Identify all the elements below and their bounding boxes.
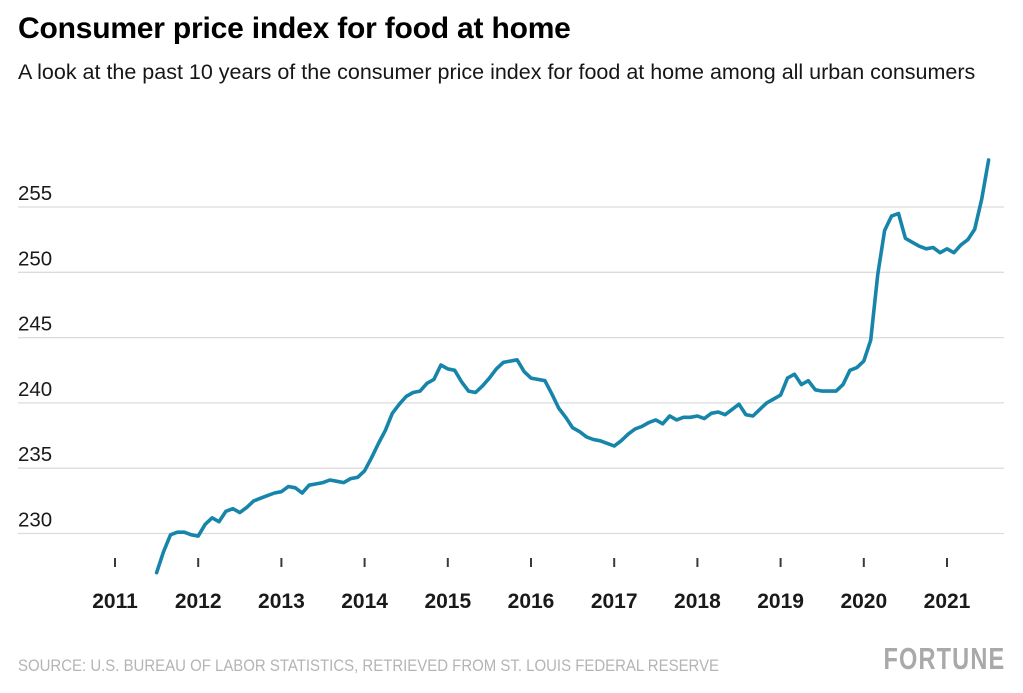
x-axis-label-2015: 2015 [424, 590, 471, 613]
y-axis-label-240: 240 [18, 378, 52, 401]
x-axis-label-2012: 2012 [175, 590, 222, 613]
chart-title: Consumer price index for food at home [18, 12, 571, 45]
y-axis-label-245: 245 [18, 313, 52, 336]
x-axis-label-2011: 2011 [92, 590, 138, 613]
x-axis-label-2021: 2021 [924, 590, 971, 613]
y-axis-label-230: 230 [18, 509, 52, 532]
cpi-food-at-home-line [154, 158, 991, 575]
fortune-logo: FORTUNE [883, 641, 1005, 676]
x-axis-label-2014: 2014 [341, 590, 388, 613]
y-axis-label-235: 235 [18, 443, 52, 466]
chart-subtitle: A look at the past 10 years of the consu… [18, 60, 976, 84]
x-axis-label-2013: 2013 [258, 590, 305, 613]
x-axis-label-2020: 2020 [840, 590, 887, 613]
x-axis-label-2018: 2018 [674, 590, 721, 613]
x-axis-label-2019: 2019 [757, 590, 804, 613]
source-credit: SOURCE: U.S. BUREAU OF LABOR STATISTICS,… [18, 656, 720, 675]
y-axis-label-250: 250 [18, 247, 52, 270]
x-axis-label-2016: 2016 [508, 590, 555, 613]
y-axis-label-255: 255 [18, 182, 52, 205]
x-axis-label-2017: 2017 [591, 590, 638, 613]
